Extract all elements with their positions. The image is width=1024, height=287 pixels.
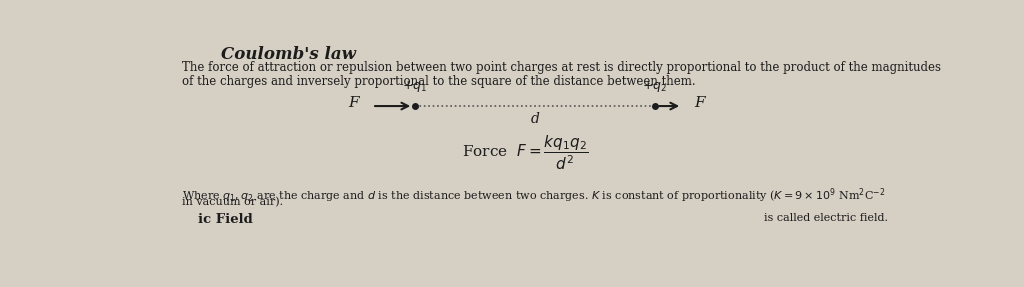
Text: ic Field: ic Field bbox=[198, 213, 253, 226]
Text: Coulomb's law: Coulomb's law bbox=[221, 46, 356, 63]
Text: Where $q_1, q_2$ are the charge and $d$ is the distance between two charges. $K$: Where $q_1, q_2$ are the charge and $d$ … bbox=[182, 186, 886, 205]
Text: in vacuum or air).: in vacuum or air). bbox=[182, 197, 284, 207]
Text: of the charges and inversely proportional to the square of the distance between : of the charges and inversely proportiona… bbox=[182, 75, 696, 88]
Text: The force of attraction or repulsion between two point charges at rest is direct: The force of attraction or repulsion bet… bbox=[182, 61, 941, 74]
Text: Force  $F = \dfrac{kq_1q_2}{d^2}$: Force $F = \dfrac{kq_1q_2}{d^2}$ bbox=[462, 134, 588, 172]
Text: F: F bbox=[348, 96, 359, 110]
Text: $+q_1$: $+q_1$ bbox=[402, 79, 427, 94]
Text: $+q_2$: $+q_2$ bbox=[642, 79, 668, 94]
Text: F: F bbox=[693, 96, 705, 110]
Text: d: d bbox=[530, 112, 540, 126]
Text: is called electric field.: is called electric field. bbox=[764, 213, 888, 223]
